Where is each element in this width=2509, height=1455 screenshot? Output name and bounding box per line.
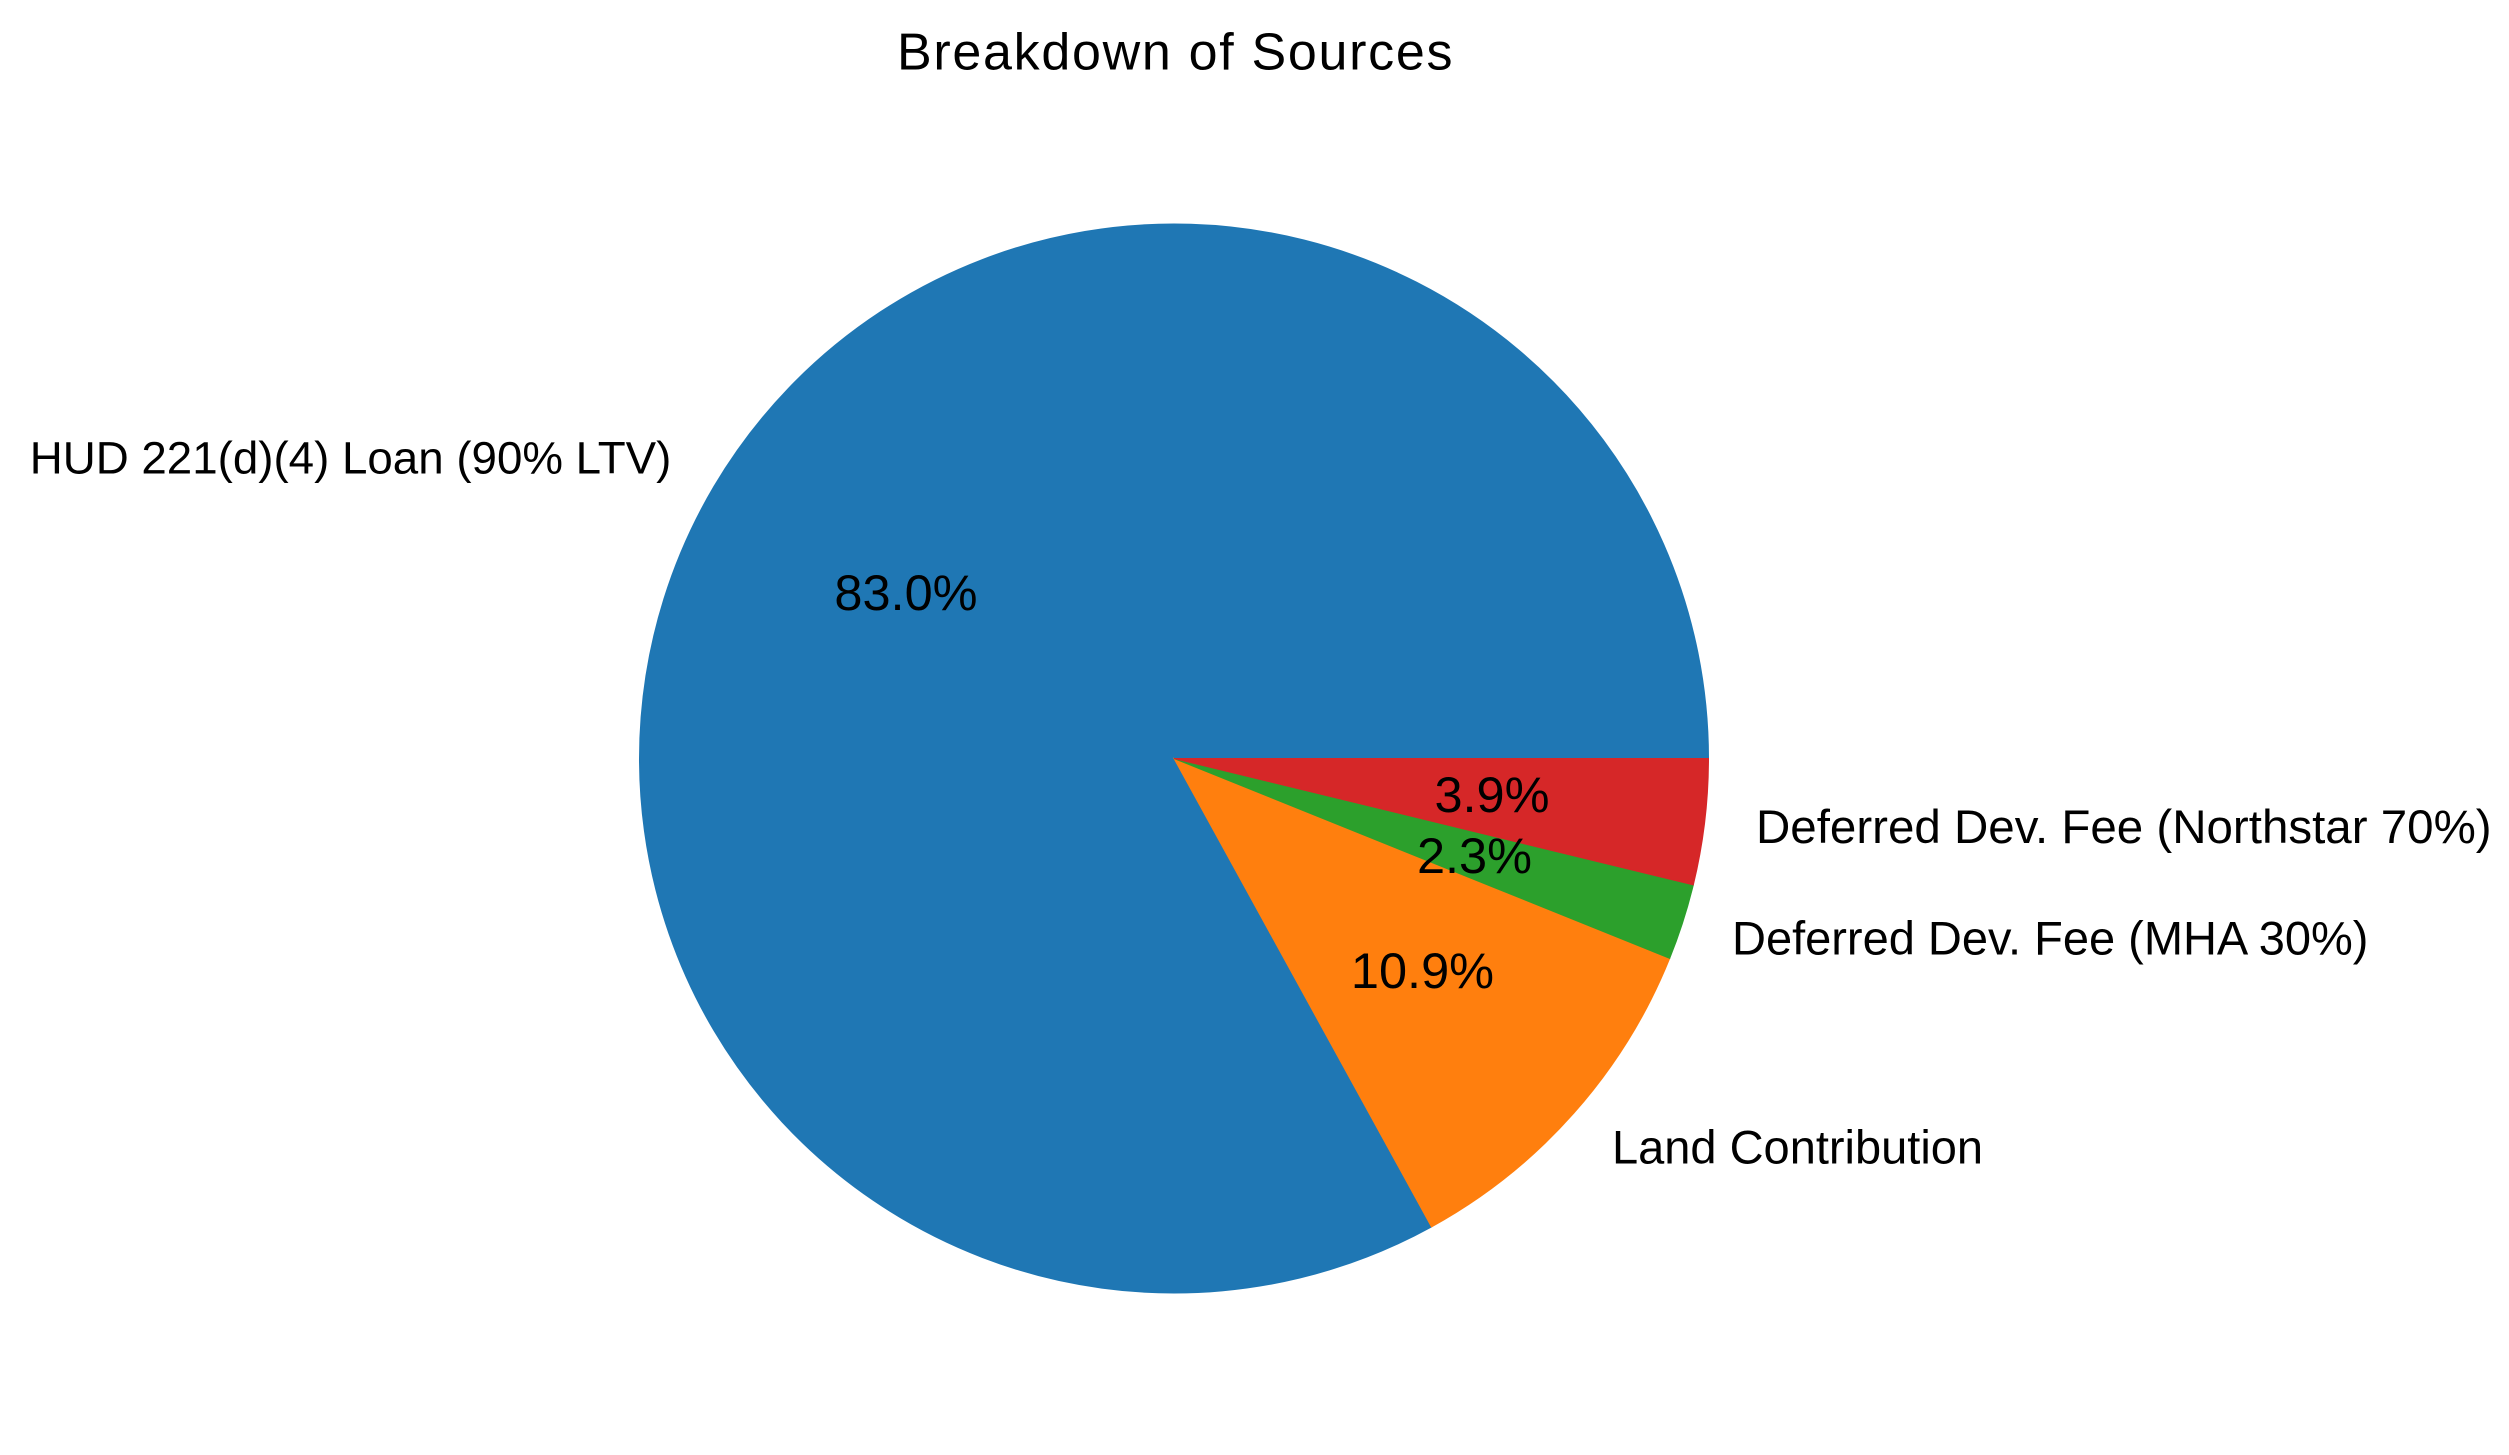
svg-text:10.9%: 10.9% <box>1351 942 1494 999</box>
svg-text:Breakdown of Sources: Breakdown of Sources <box>897 23 1454 81</box>
svg-text:3.9%: 3.9% <box>1434 766 1549 823</box>
svg-text:83.0%: 83.0% <box>834 564 977 621</box>
svg-text:Deferred Dev. Fee (MHA 30%): Deferred Dev. Fee (MHA 30%) <box>1732 911 2368 964</box>
svg-text:HUD 221(d)(4) Loan (90% LTV): HUD 221(d)(4) Loan (90% LTV) <box>30 433 672 484</box>
svg-text:Deferred Dev. Fee (Northstar 7: Deferred Dev. Fee (Northstar 70%) <box>1756 801 2492 854</box>
svg-text:2.3%: 2.3% <box>1417 827 1532 884</box>
svg-text:Land Contribution: Land Contribution <box>1612 1121 1983 1174</box>
